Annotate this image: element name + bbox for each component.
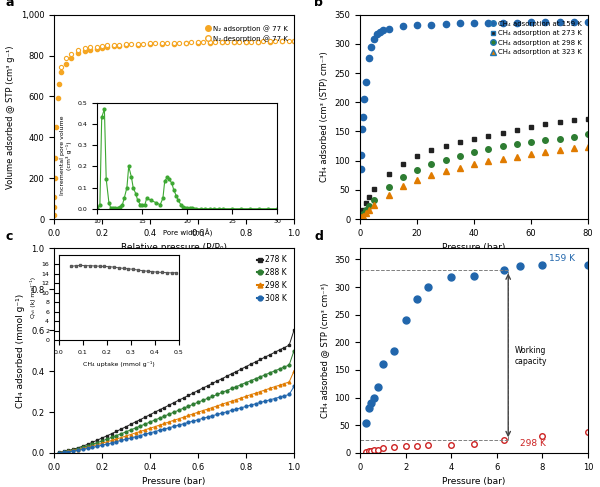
Legend: 278 K, 288 K, 298 K, 308 K: 278 K, 288 K, 298 K, 308 K xyxy=(254,252,290,306)
Text: a: a xyxy=(6,0,14,9)
Legend: N₂ adsorption @ 77 K, N₂ desorption @ 77 K: N₂ adsorption @ 77 K, N₂ desorption @ 77… xyxy=(202,22,290,45)
Y-axis label: CH₄ adsorbed (cm³ (STP) cm⁻³): CH₄ adsorbed (cm³ (STP) cm⁻³) xyxy=(320,52,329,182)
X-axis label: Pressure (bar): Pressure (bar) xyxy=(442,477,506,486)
Text: Working
capacity: Working capacity xyxy=(515,346,548,366)
Y-axis label: Volume adsorbed @ STP (cm³ g⁻¹): Volume adsorbed @ STP (cm³ g⁻¹) xyxy=(6,45,15,188)
Legend: CH₄ adsorption at 159 K, CH₄ adsorption at 273 K, CH₄ adsorption at 298 K, CH₄ a: CH₄ adsorption at 159 K, CH₄ adsorption … xyxy=(487,18,584,58)
X-axis label: Relative pressure (P/P₀): Relative pressure (P/P₀) xyxy=(121,244,227,252)
X-axis label: Pressure (bar): Pressure (bar) xyxy=(142,477,206,486)
Y-axis label: CH₄ adsorbed (mmol g⁻¹): CH₄ adsorbed (mmol g⁻¹) xyxy=(16,294,25,408)
Text: 159 K: 159 K xyxy=(549,254,575,262)
Text: 298 K: 298 K xyxy=(520,439,545,448)
Text: b: b xyxy=(314,0,323,9)
Text: d: d xyxy=(314,230,323,243)
Y-axis label: CH₄ adsorbed @ STP (cm³ cm⁻³): CH₄ adsorbed @ STP (cm³ cm⁻³) xyxy=(320,283,329,418)
Text: c: c xyxy=(6,230,13,243)
X-axis label: Pressure (bar): Pressure (bar) xyxy=(442,244,506,252)
